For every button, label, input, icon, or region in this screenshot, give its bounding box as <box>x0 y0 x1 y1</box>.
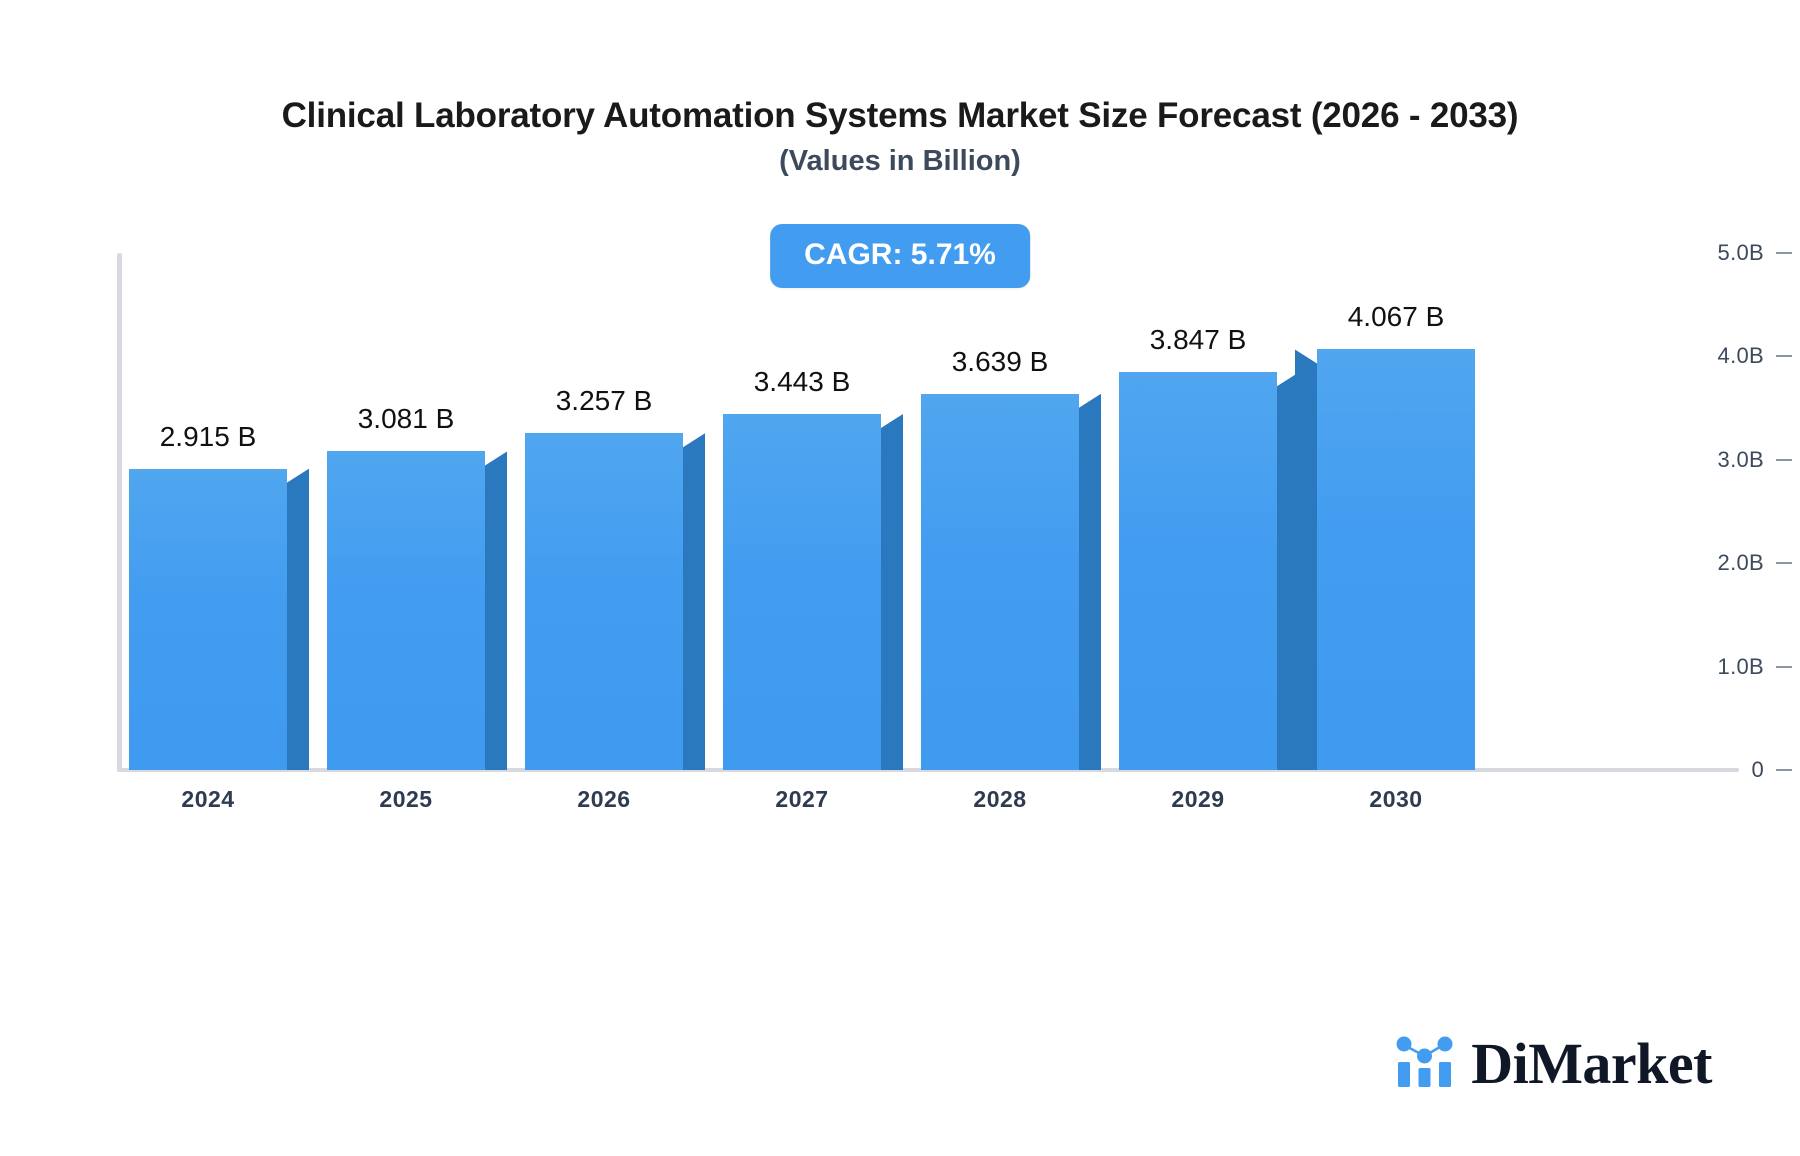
dimarket-logo: DiMarket <box>1395 1033 1712 1094</box>
bar-side-face <box>1277 372 1299 770</box>
bar-2029[interactable] <box>1119 372 1299 770</box>
bar-front-face <box>1317 349 1475 770</box>
page-title: Clinical Laboratory Automation Systems M… <box>281 96 1519 135</box>
bar-2026[interactable] <box>525 433 705 770</box>
y-axis-tick: 4.0B <box>1683 343 1800 369</box>
y-axis-tick-mark <box>1776 458 1792 461</box>
bar-front-face <box>921 393 1079 770</box>
bar-side-face <box>683 433 705 770</box>
bar-value-label: 4.067 B <box>1347 301 1445 333</box>
y-axis-tick-mark <box>1776 562 1792 565</box>
bar-chart-logo-icon <box>1395 1033 1455 1094</box>
bar-front-face <box>525 433 683 770</box>
bar-value-label: 3.081 B <box>357 403 455 435</box>
y-axis-line <box>117 253 122 771</box>
y-axis-tick-mark <box>1776 355 1792 358</box>
bar-side-face <box>1079 393 1101 770</box>
bar-front-face <box>129 468 287 770</box>
y-axis-tick-mark <box>1776 769 1792 771</box>
bar-2024[interactable] <box>129 468 309 770</box>
bar-value-label: 3.257 B <box>555 385 653 417</box>
bar-front-face <box>723 414 881 770</box>
bar-value-label: 3.443 B <box>753 365 851 397</box>
x-axis-label-2029: 2029 <box>1171 786 1225 812</box>
bar-value-label: 3.847 B <box>1149 324 1247 356</box>
x-axis-label-2025: 2025 <box>379 786 433 812</box>
logo-text: DiMarket <box>1471 1030 1712 1096</box>
bar-2025[interactable] <box>327 451 507 770</box>
x-axis-label-2026: 2026 <box>577 786 631 812</box>
bar-front-face <box>1119 372 1277 770</box>
bar-2027[interactable] <box>723 414 903 770</box>
y-axis-tick-label: 5.0B <box>1717 240 1764 265</box>
y-axis-tick-label: 1.0B <box>1717 653 1764 679</box>
bar-2030[interactable] <box>1295 349 1475 770</box>
y-axis-tick: 2.0B <box>1683 550 1800 576</box>
x-axis-label-2027: 2027 <box>775 786 829 812</box>
y-axis-tick-label: 4.0B <box>1717 343 1764 369</box>
bar-side-face <box>881 414 903 770</box>
y-axis-tick-mark <box>1776 252 1792 254</box>
y-axis-tick: 1.0B <box>1683 653 1800 679</box>
chart-subtitle: (Values in Billion) <box>779 145 1021 177</box>
y-axis-tick: 0 <box>1683 757 1800 782</box>
y-axis-tick-label: 0 <box>1751 757 1764 782</box>
bar-front-face <box>327 451 485 770</box>
x-axis-label-2028: 2028 <box>973 786 1027 812</box>
bar-value-label: 2.915 B <box>159 420 257 452</box>
bar-value-label: 3.639 B <box>951 345 1049 377</box>
bar-2028[interactable] <box>921 393 1101 770</box>
y-axis-tick-label: 2.0B <box>1717 550 1764 576</box>
bar-side-face <box>1295 349 1317 770</box>
bar-side-face <box>485 451 507 770</box>
x-axis-label-2030: 2030 <box>1369 786 1423 812</box>
cagr-badge: CAGR: 5.71% <box>770 224 1030 288</box>
y-axis-tick-label: 3.0B <box>1717 446 1764 472</box>
x-axis-label-2024: 2024 <box>181 786 235 812</box>
x-axis-line <box>117 768 1739 772</box>
y-axis-tick-mark <box>1776 665 1792 668</box>
bar-side-face <box>287 468 309 770</box>
y-axis-tick: 3.0B <box>1683 446 1800 472</box>
y-axis-tick: 5.0B <box>1683 240 1800 265</box>
